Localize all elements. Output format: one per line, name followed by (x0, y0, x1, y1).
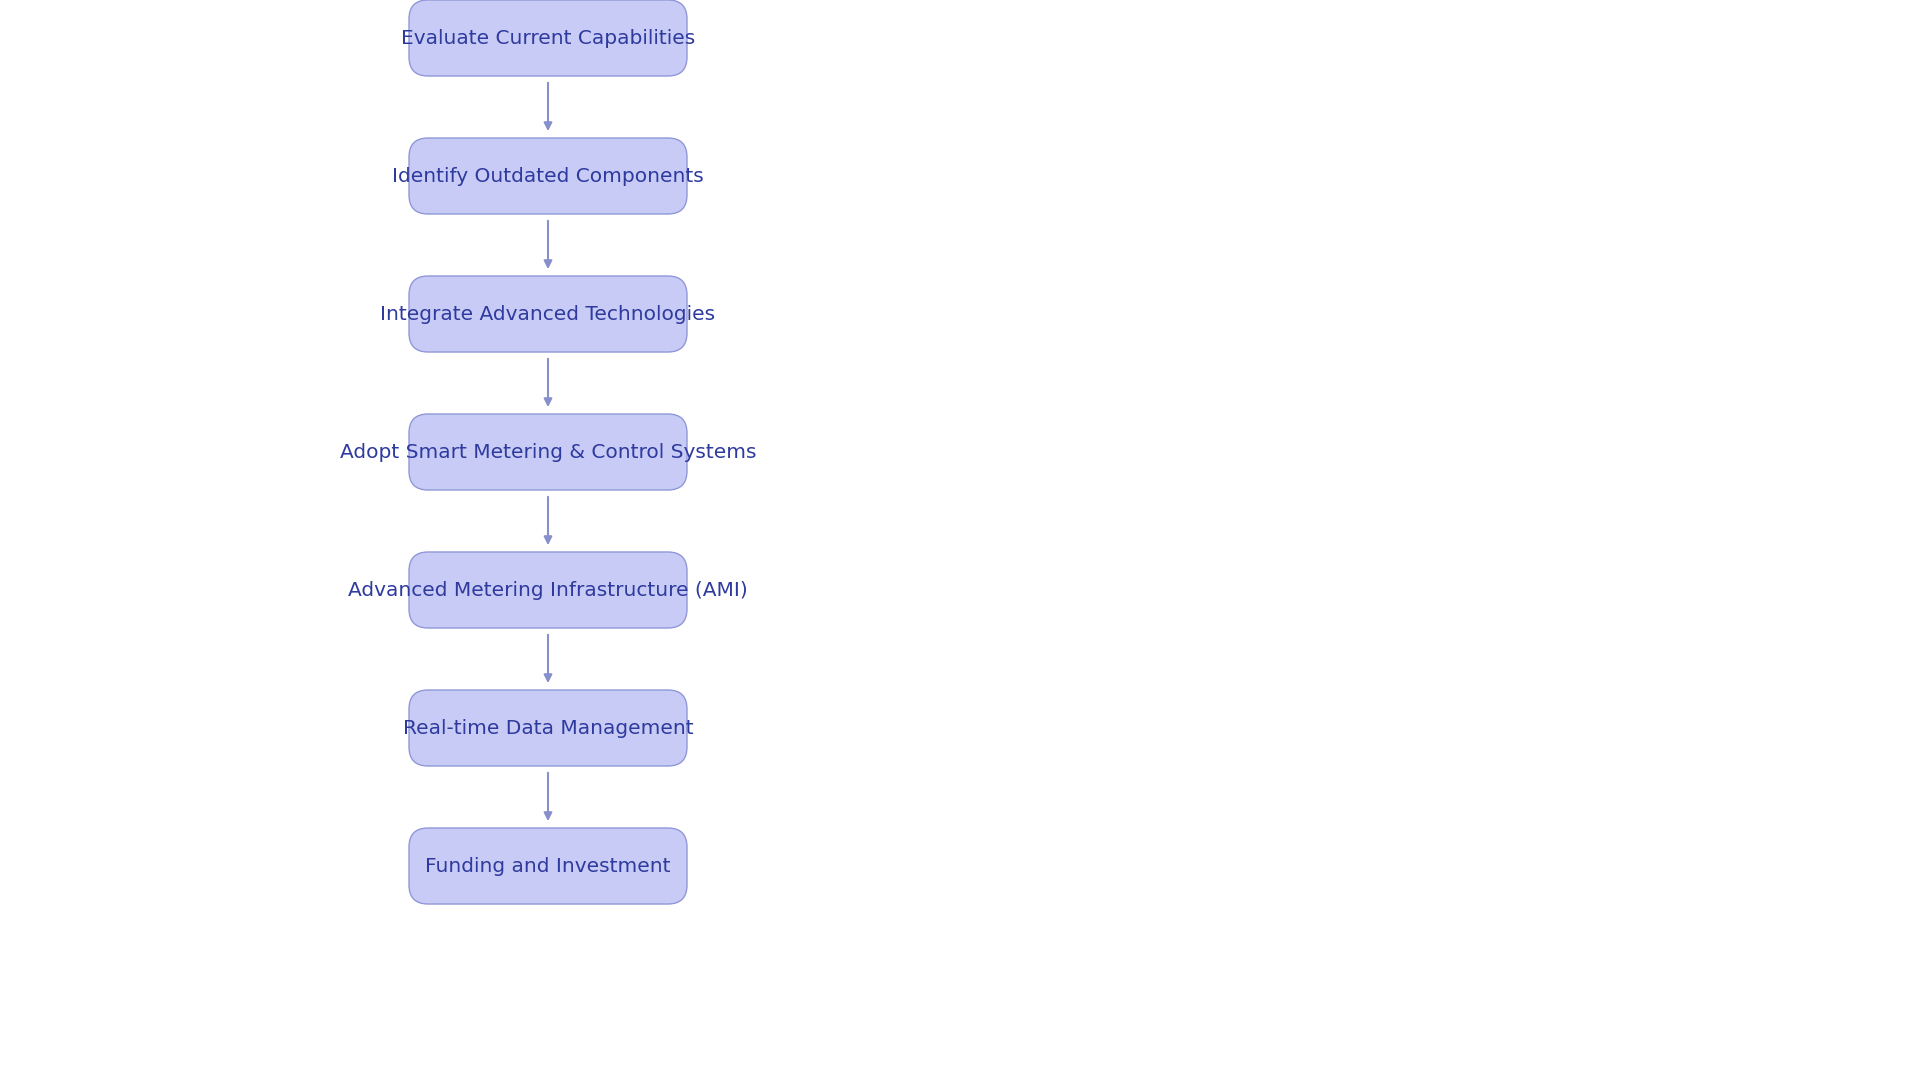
FancyBboxPatch shape (409, 552, 687, 628)
Text: Adopt Smart Metering & Control Systems: Adopt Smart Metering & Control Systems (340, 443, 756, 461)
FancyBboxPatch shape (409, 0, 687, 76)
FancyBboxPatch shape (409, 828, 687, 904)
FancyBboxPatch shape (409, 138, 687, 214)
Text: Funding and Investment: Funding and Investment (424, 857, 670, 875)
Text: Identify Outdated Components: Identify Outdated Components (392, 167, 705, 185)
Text: Evaluate Current Capabilities: Evaluate Current Capabilities (401, 28, 695, 48)
FancyBboxPatch shape (409, 690, 687, 766)
Text: Integrate Advanced Technologies: Integrate Advanced Technologies (380, 304, 716, 324)
FancyBboxPatch shape (409, 414, 687, 490)
Text: Real-time Data Management: Real-time Data Management (403, 718, 693, 738)
FancyBboxPatch shape (409, 276, 687, 352)
Text: Advanced Metering Infrastructure (AMI): Advanced Metering Infrastructure (AMI) (348, 580, 749, 600)
